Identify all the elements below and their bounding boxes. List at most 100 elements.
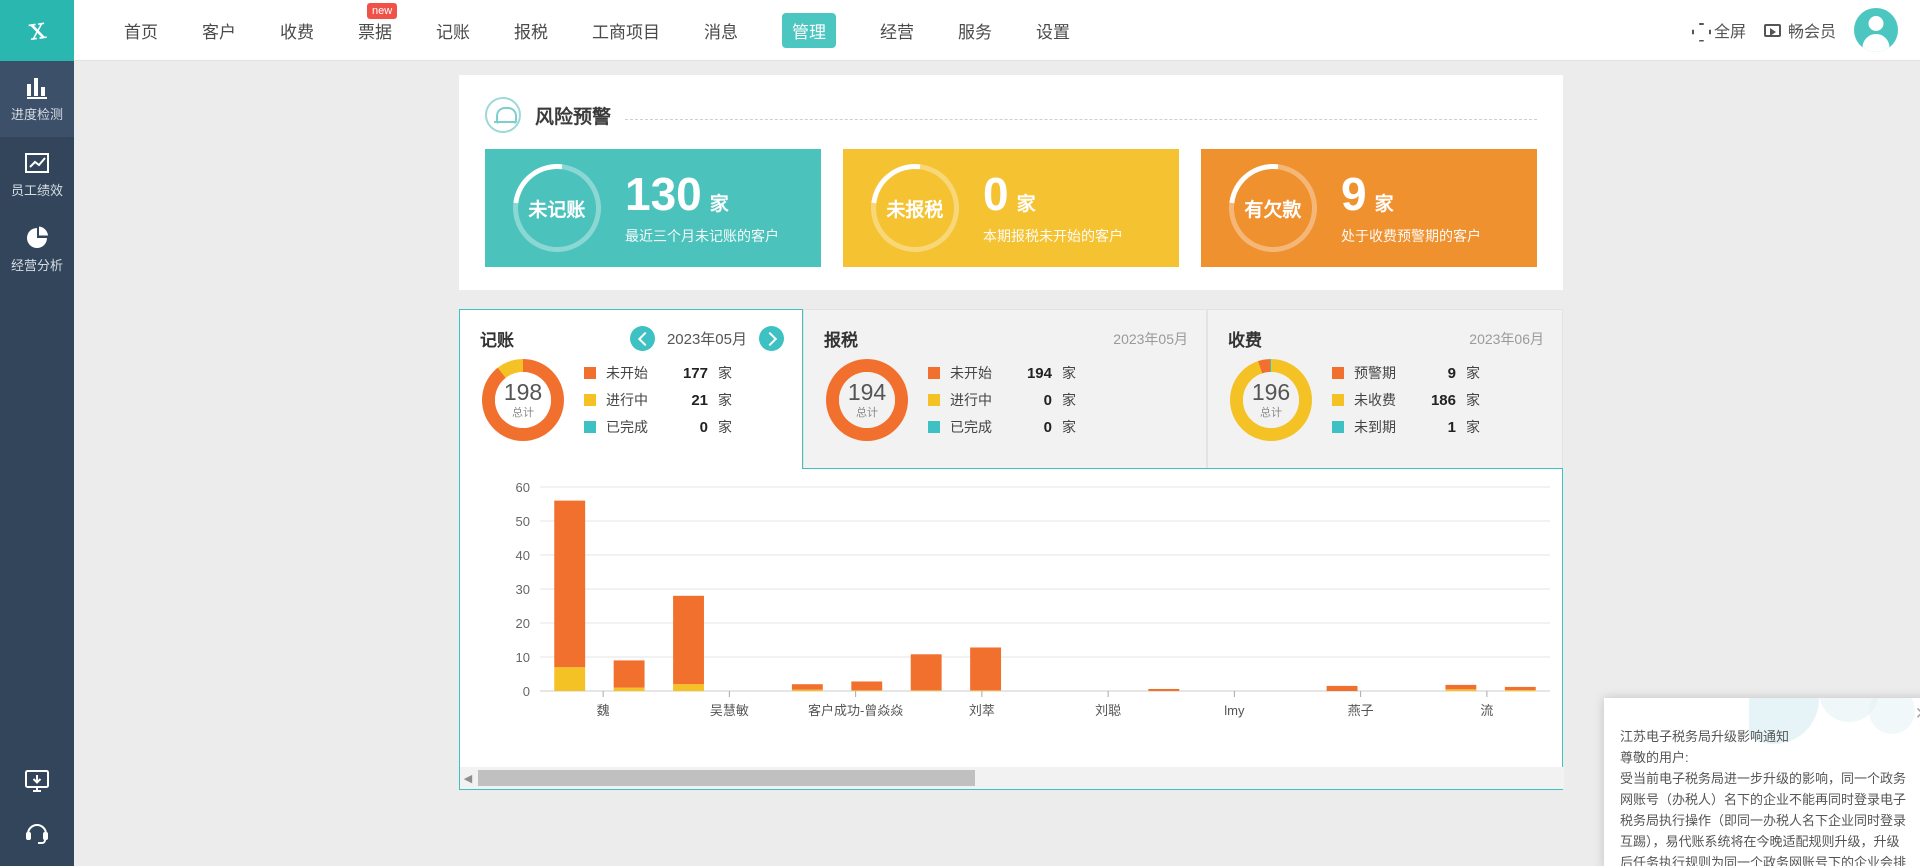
svg-text:lmy: lmy — [1224, 703, 1245, 718]
legend-value: 1 — [1447, 418, 1456, 436]
legend-label: 进行中 — [950, 392, 992, 408]
nav-item-label: 客户 — [202, 22, 236, 42]
content-area: 风险预警 未记账 130 家最近三个月未记账的客户 未报税 0 家本期报税未开始的客户 有欠… — [74, 61, 1920, 866]
svg-text:吴慧敏: 吴慧敏 — [710, 703, 749, 718]
new-badge: new — [367, 2, 398, 19]
chart-horizontal-scrollbar[interactable]: ◀ — [460, 767, 1564, 789]
risk-tile-unit: 家 — [709, 193, 729, 215]
nav-item-7[interactable]: 消息 — [682, 0, 760, 61]
nav-item-1[interactable]: 客户 — [180, 0, 258, 61]
stat-card-date: 2023年06月 — [1469, 330, 1544, 347]
triangle-left-icon[interactable]: ◀ — [463, 772, 473, 785]
stacked-bar-chart: 0 10 20 30 40 50 60 魏 吴慧敏 客户成功-曾焱焱 刘萃 刘聪 lmy 燕子 流 — [516, 480, 1550, 718]
fullscreen-icon — [1692, 23, 1707, 38]
risk-tile-1[interactable]: 未报税 0 家本期报税未开始的客户 — [843, 146, 1179, 270]
fullscreen-button[interactable]: 全屏 — [1692, 18, 1746, 42]
legend-label: 进行中 — [606, 392, 648, 408]
svg-text:刘萃: 刘萃 — [969, 703, 995, 718]
svg-text:50: 50 — [516, 514, 530, 529]
donut-chart: 194 总计 — [826, 359, 908, 441]
legend-color-chip — [928, 367, 940, 379]
legend-unit: 家 — [1062, 392, 1076, 408]
scrollbar-thumb[interactable] — [478, 770, 975, 786]
nav-item-5[interactable]: 报税 — [492, 0, 570, 61]
nav-item-3[interactable]: new 票据 — [336, 0, 414, 61]
stat-card-body: 196 总计 预警期 9 家未收费 186 家未到期 1 家 — [1208, 351, 1562, 441]
sidebar-item-list: 进度检测员工绩效经营分析 — [0, 61, 74, 288]
legend-unit: 家 — [718, 419, 732, 435]
legend-label: 预警期 — [1354, 365, 1396, 381]
nav-item-2[interactable]: 收费 — [258, 0, 336, 61]
stat-card-body: 198 总计 未开始 177 家进行中 21 家已完成 0 家 — [460, 351, 802, 441]
legend-unit: 家 — [718, 365, 732, 381]
nav-item-10[interactable]: 服务 — [936, 0, 1014, 61]
pie-chart-icon — [27, 226, 48, 248]
risk-tile-2[interactable]: 有欠款 9 家处于收费预警期的客户 — [1201, 146, 1537, 270]
sidebar-item-2[interactable]: 经营分析 — [0, 212, 74, 288]
notification-line: 受当前电子税务局进一步升级的影响，同一个政务 — [1620, 771, 1907, 787]
stat-card-title: 报税 — [824, 331, 858, 350]
risk-tile-0[interactable]: 未记账 130 家最近三个月未记账的客户 — [485, 146, 821, 270]
notification-line: 后任务执行规则为同一个政务网账号下的企业会排 — [1620, 855, 1907, 866]
risk-tile-number: 9 — [1341, 167, 1367, 220]
bar-chart-icon — [27, 78, 47, 99]
sidebar-item-1[interactable]: 员工绩效 — [0, 137, 74, 213]
legend-value: 186 — [1430, 391, 1456, 409]
donut-total: 198 — [503, 378, 543, 405]
nav-right-group: 全屏 畅会员 — [1692, 8, 1920, 52]
nav-item-11[interactable]: 设置 — [1014, 0, 1092, 61]
stat-legend: 未开始 194 家进行中 0 家已完成 0 家 — [928, 360, 1076, 441]
stat-legend: 未开始 177 家进行中 21 家已完成 0 家 — [584, 360, 732, 441]
stat-card-date: 2023年05月 — [666, 331, 747, 348]
sidebar-item-label: 经营分析 — [10, 258, 63, 273]
nav-item-9[interactable]: 经营 — [858, 0, 936, 61]
legend-color-chip — [584, 421, 596, 433]
member-button[interactable]: 畅会员 — [1763, 18, 1836, 42]
legend-label: 未到期 — [1354, 419, 1396, 435]
donut-chart: 198 总计 — [482, 359, 564, 441]
risk-tile-ring: 未报税 — [853, 146, 977, 270]
donut-chart: 196 总计 — [1230, 359, 1312, 441]
chevron-right-icon[interactable] — [759, 326, 784, 351]
sidebar-item-support[interactable] — [24, 820, 50, 844]
legend-value: 21 — [691, 391, 708, 409]
donut-total: 194 — [847, 378, 887, 405]
legend-row: 已完成 0 家 — [584, 414, 732, 441]
stat-card-1[interactable]: 报税 2023年05月 194 总计 未开始 194 家进行中 0 家已完成 0 家 — [803, 309, 1207, 469]
nav-item-6[interactable]: 工商项目 — [570, 0, 682, 61]
notification-line: 网账号（办税人）名下的企业不能再同时登录电子 — [1620, 792, 1907, 808]
app-logo[interactable]: x — [0, 0, 74, 61]
nav-item-label: 首页 — [124, 22, 158, 42]
risk-tile-subtitle: 最近三个月未记账的客户 — [625, 227, 779, 244]
legend-value: 194 — [1026, 364, 1052, 382]
nav-item-label: 收费 — [280, 22, 314, 42]
nav-item-0[interactable]: 首页 — [102, 0, 180, 61]
notification-line: 互踢），易代账系统将在今晚适配规则升级，升级 — [1620, 834, 1900, 850]
close-icon[interactable]: ✕ — [1915, 704, 1920, 724]
risk-tile-subtitle: 处于收费预警期的客户 — [1341, 227, 1481, 244]
notification-line: 税务局执行操作（即同一办税人名下企业同时登录 — [1620, 813, 1907, 829]
sidebar-item-0[interactable]: 进度检测 — [0, 61, 74, 137]
svg-text:0: 0 — [523, 684, 530, 699]
avatar[interactable] — [1854, 8, 1898, 52]
legend-unit: 家 — [718, 392, 732, 408]
nav-item-4[interactable]: 记账 — [414, 0, 492, 61]
risk-tile-ring-label: 未报税 — [886, 199, 944, 221]
trend-chart-icon — [25, 152, 49, 173]
donut-center-label: 196 总计 — [1230, 359, 1312, 441]
stat-card-2[interactable]: 收费 2023年06月 196 总计 预警期 9 家未收费 186 家未到期 1 家 — [1207, 309, 1563, 469]
sidebar-item-download[interactable] — [24, 770, 50, 794]
legend-value: 0 — [699, 418, 708, 436]
left-sidebar: 进度检测员工绩效经营分析 — [0, 61, 74, 866]
donut-caption: 总计 — [512, 407, 534, 420]
legend-label: 已完成 — [606, 419, 648, 435]
donut-center-label: 194 总计 — [826, 359, 908, 441]
legend-value: 177 — [682, 364, 708, 382]
legend-label: 未开始 — [606, 365, 648, 381]
nav-item-8[interactable]: 管理 — [760, 0, 858, 61]
stat-card-header: 报税 2023年05月 — [804, 310, 1206, 351]
chevron-left-icon[interactable] — [629, 326, 655, 351]
sidebar-item-label: 进度检测 — [10, 107, 63, 122]
stat-card-0[interactable]: 记账 2023年05月 198 总计 未开始 177 家进行中 21 家已完成 0 家 — [459, 309, 803, 469]
legend-color-chip — [1332, 394, 1344, 406]
